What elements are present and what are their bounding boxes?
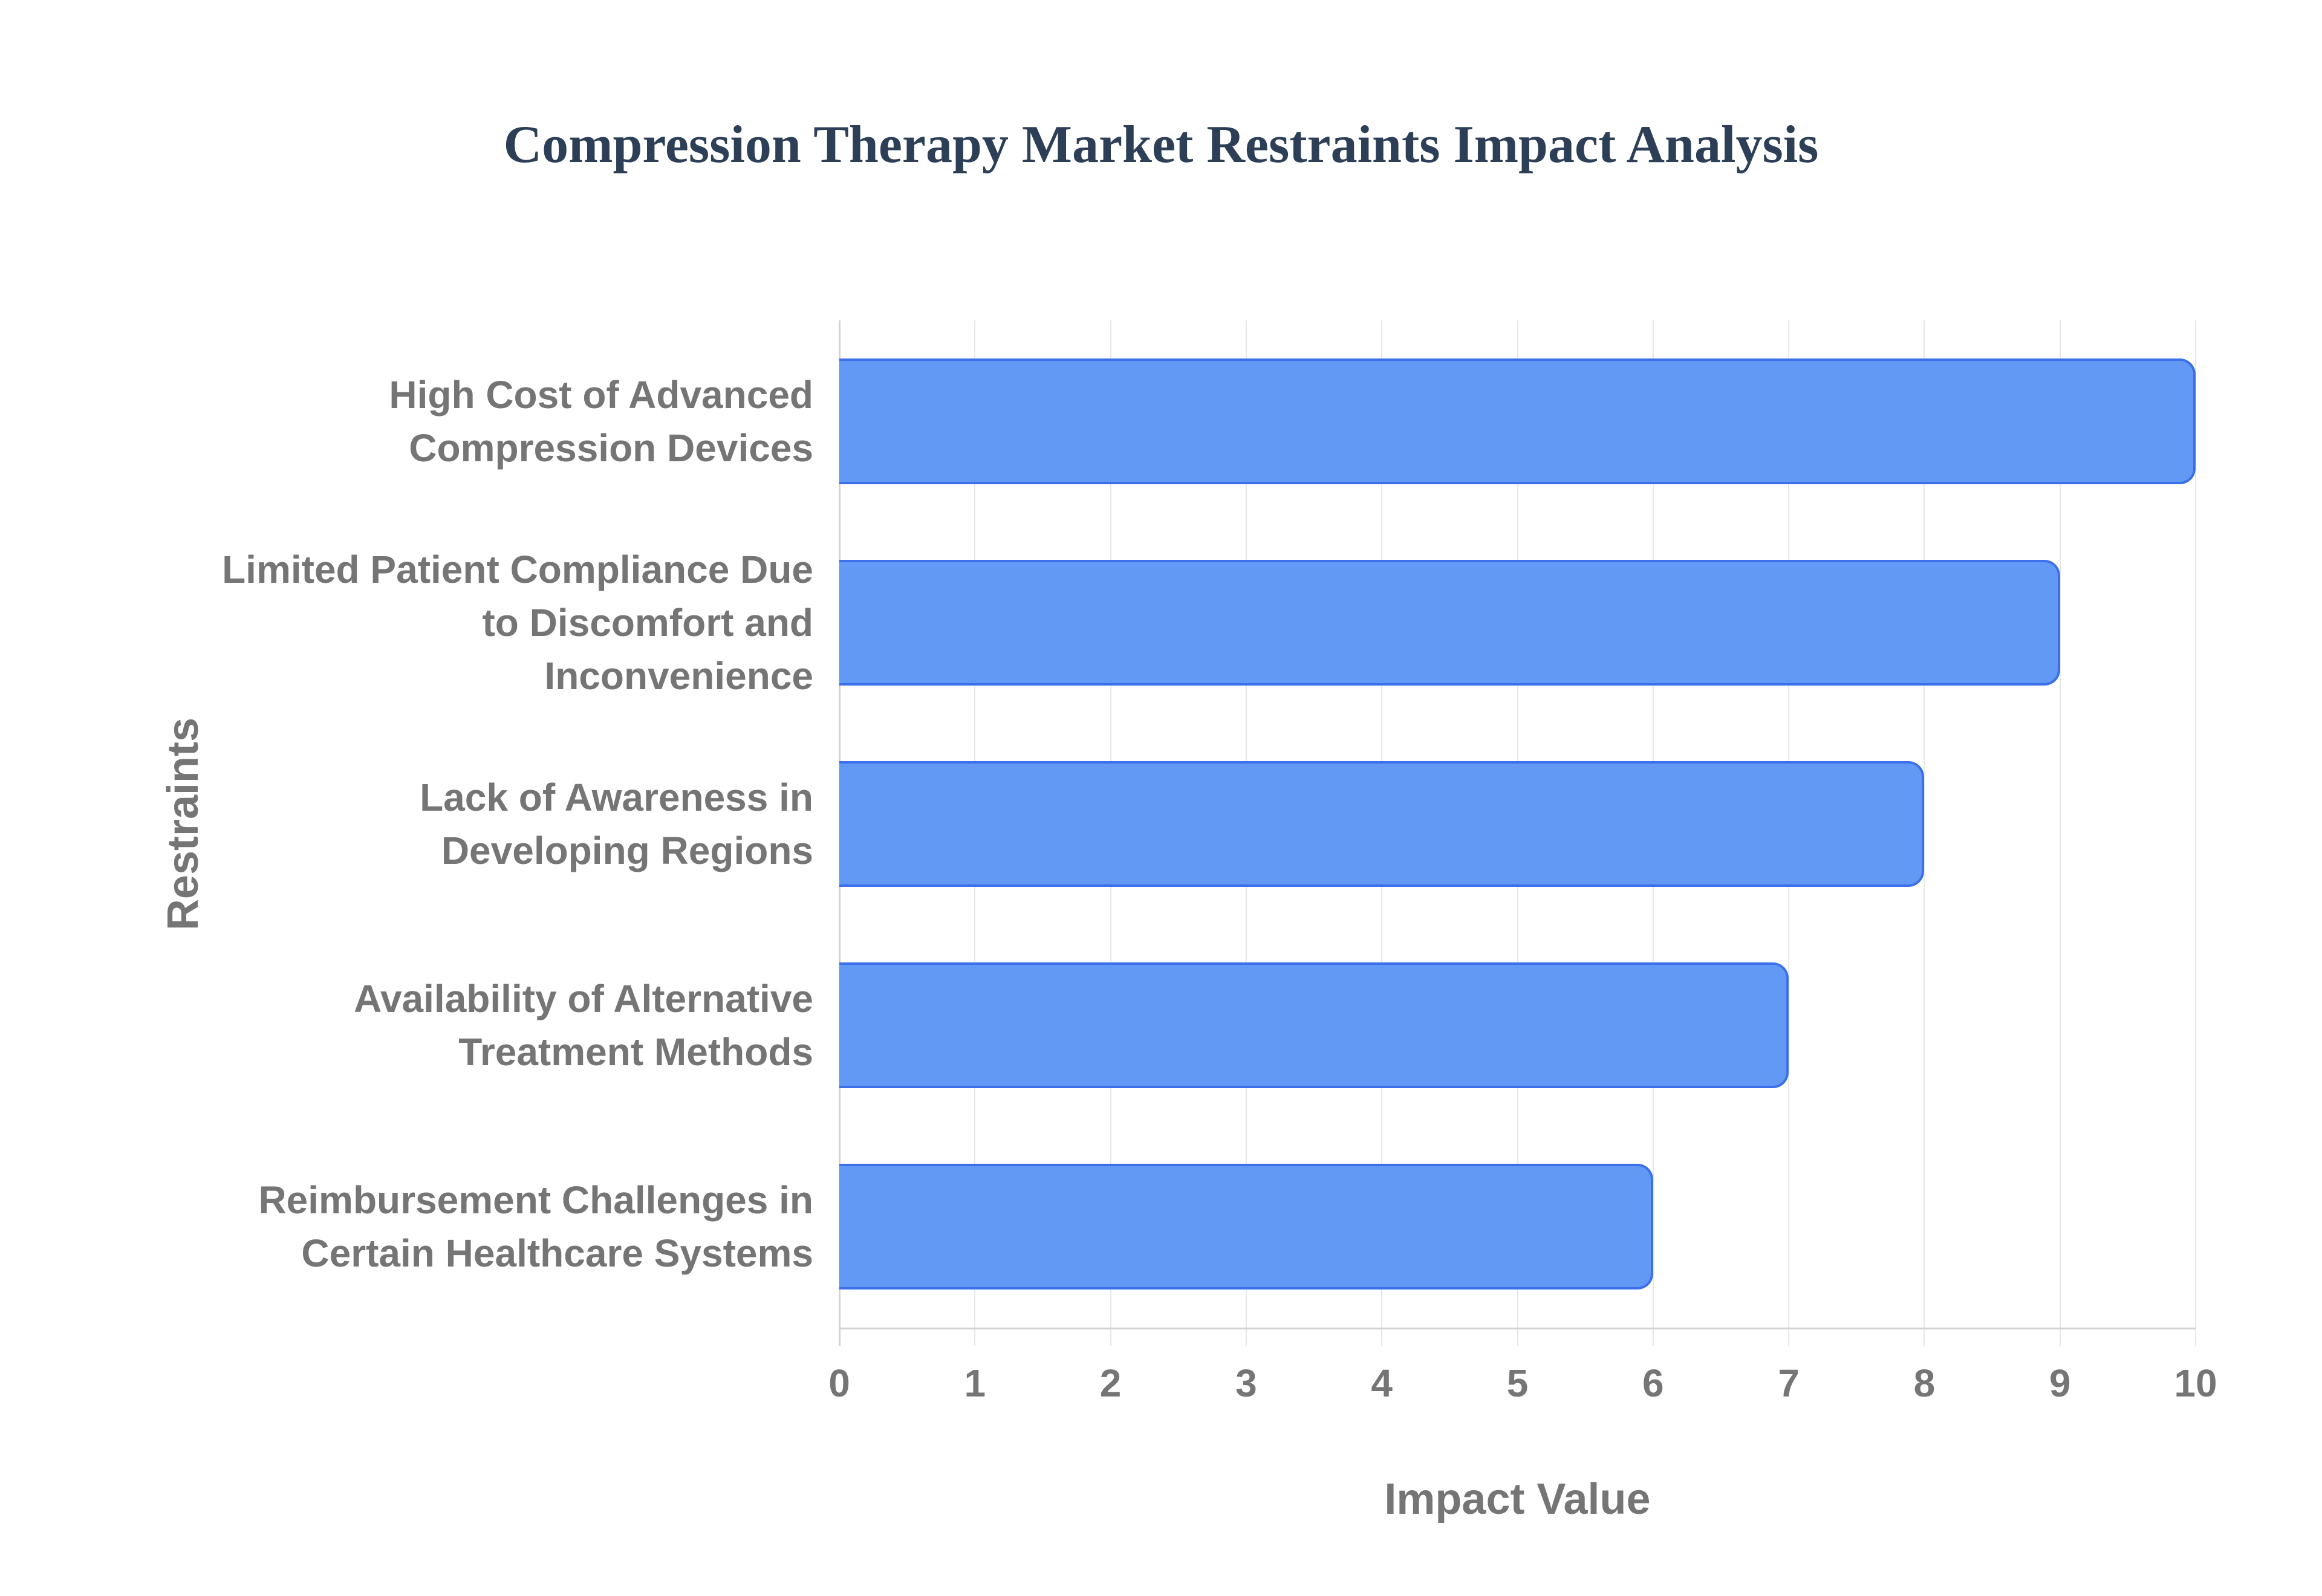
bar <box>839 560 2060 686</box>
gridline <box>1924 320 1925 1346</box>
x-tick-label: 8 <box>1913 1361 1936 1405</box>
category-label: Lack of Awareness in Developing Regions <box>145 771 813 877</box>
gridline <box>2060 320 2061 1346</box>
x-axis-title: Impact Value <box>1384 1475 1651 1523</box>
plot-area <box>839 320 2196 1346</box>
category-label: Reimbursement Challenges in Certain Healt… <box>145 1173 813 1280</box>
category-label-line: Reimbursement Challenges in <box>258 1178 813 1222</box>
category-label: Limited Patient Compliance Due to Discomf… <box>145 543 813 702</box>
x-tick-label: 9 <box>2049 1361 2071 1405</box>
x-tick-label: 6 <box>1642 1361 1664 1405</box>
category-label-line: Limited Patient Compliance Due <box>222 547 813 591</box>
category-label-line: Lack of Awareness in <box>420 776 813 819</box>
category-label-line: to Discomfort and <box>482 600 813 644</box>
x-tick-label: 10 <box>2174 1361 2217 1405</box>
category-label-line: Treatment Methods <box>458 1030 813 1074</box>
category-label: Availability of Alternative Treatment Met… <box>145 972 813 1079</box>
gridline <box>2195 320 2196 1346</box>
chart-title: Compression Therapy Market Restraints Im… <box>503 115 1819 174</box>
category-label-line: Availability of Alternative <box>354 977 813 1021</box>
category-label: High Cost of Advanced Compression Devices <box>145 368 813 475</box>
category-label-line: Inconvenience <box>544 654 813 698</box>
x-tick-label: 2 <box>1099 1361 1122 1405</box>
category-label-line: Compression Devices <box>409 426 813 470</box>
x-axis-line <box>839 1328 2196 1329</box>
bar <box>839 962 1789 1088</box>
x-tick-label: 1 <box>964 1361 986 1405</box>
category-label-line: Certain Healthcare Systems <box>301 1231 813 1276</box>
x-tick-label: 5 <box>1506 1361 1529 1405</box>
x-tick-label: 7 <box>1778 1361 1800 1405</box>
x-tick-label: 4 <box>1371 1361 1393 1405</box>
category-label-line: Developing Regions <box>441 829 813 872</box>
category-label-line: High Cost of Advanced <box>389 372 813 417</box>
bar <box>839 358 2196 484</box>
bar <box>839 761 1924 887</box>
x-tick-label: 3 <box>1235 1361 1257 1405</box>
bar <box>839 1164 1653 1289</box>
x-tick-label: 0 <box>828 1361 850 1405</box>
